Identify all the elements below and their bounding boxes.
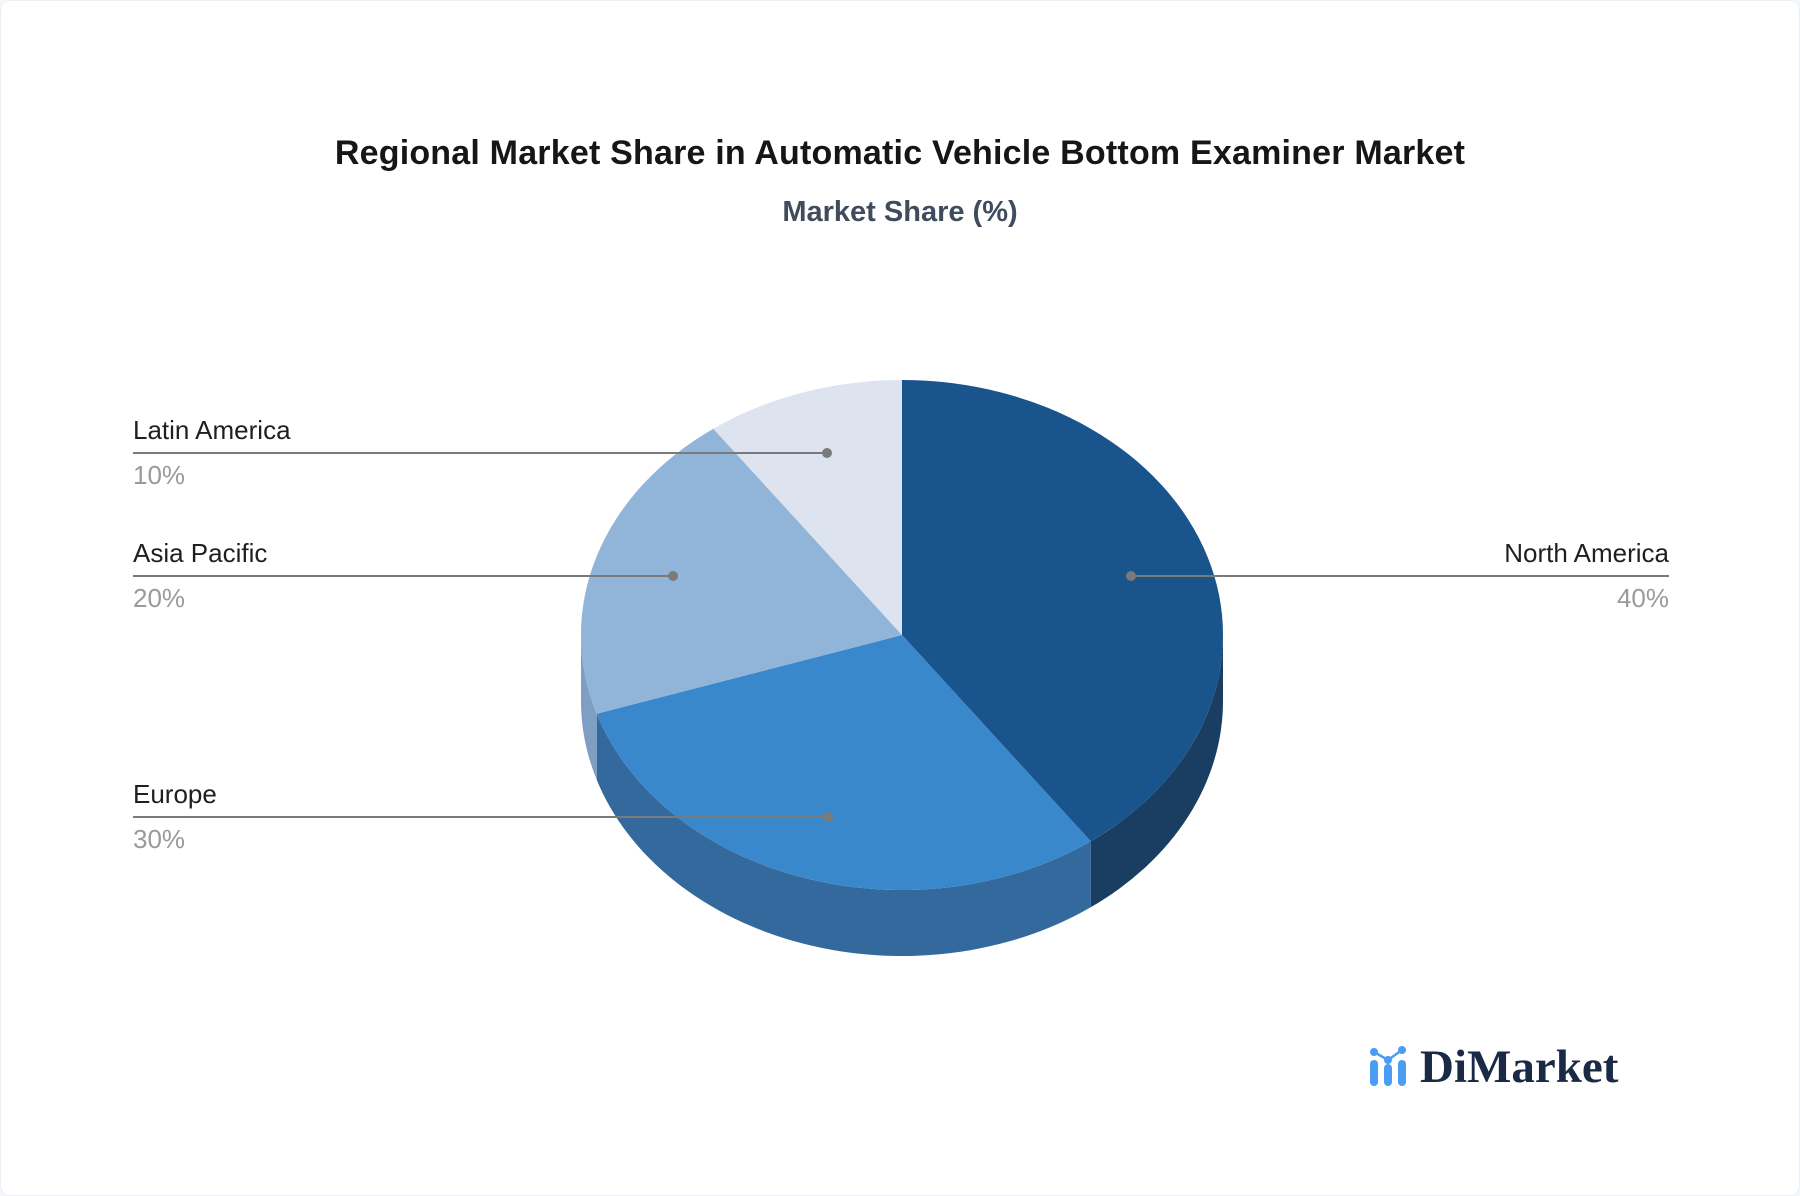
leader-line [133,571,678,581]
callout-europe: Europe 30% [133,779,833,855]
callout-north-america: North America 40% [1126,538,1669,614]
leader-dot [822,448,832,458]
pie-slice-asia-pacific[interactable] [580,428,902,714]
slice-value: 30% [133,824,186,854]
slice-value: 20% [133,583,186,613]
slice-label: Asia Pacific [133,538,268,568]
pie-slice-latin-america[interactable] [713,380,902,635]
slice-label: Latin America [133,415,291,445]
leader-line [133,448,832,458]
brand-name: DiMarket [1420,1041,1619,1093]
leader-dot [1126,571,1136,581]
pie-slice-europe-side [596,713,1091,957]
callout-asia-pacific: Asia Pacific 20% [133,538,678,614]
leader-dot [823,812,833,822]
slice-value: 10% [133,460,186,490]
pie-slice-north-america-side [1090,635,1224,908]
pie-slice-europe[interactable] [596,635,1091,891]
slice-label: Europe [133,779,217,809]
bar-chart-trend-icon [1370,1046,1406,1086]
chart-subtitle: Market Share (%) [782,196,1018,228]
pie-slice-asia-pacific-side [581,635,597,780]
callout-latin-america: Latin America 10% [133,415,832,491]
chart-title: Regional Market Share in Automatic Vehic… [334,134,1466,172]
slice-value: 40% [1616,583,1669,613]
brand-logo: DiMarket [1367,1041,1619,1093]
leader-dot [668,571,678,581]
leader-line [1126,571,1669,581]
slice-label: North America [1504,538,1669,568]
leader-line [133,812,833,822]
pie-slice-north-america[interactable] [902,380,1224,842]
